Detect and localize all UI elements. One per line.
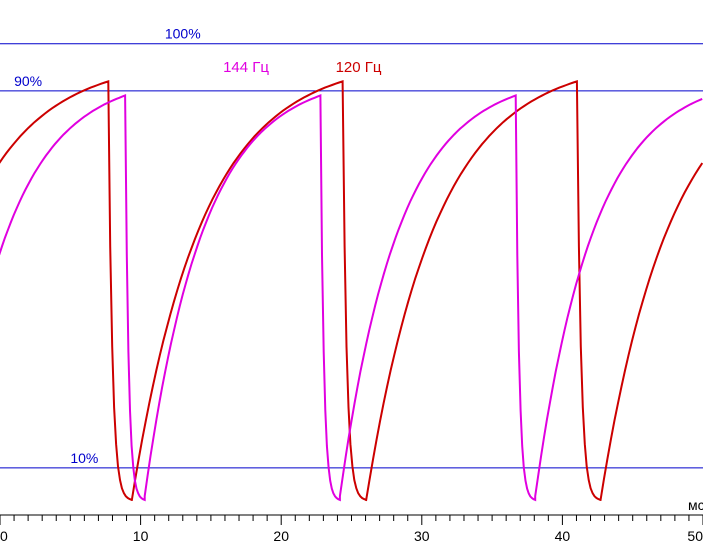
reference-line-label: 10% bbox=[70, 450, 98, 466]
series-label: 120 Гц bbox=[336, 59, 382, 76]
x-axis-unit-label: мс bbox=[688, 497, 703, 513]
series-label: 144 Гц bbox=[223, 59, 269, 76]
x-tick-label: 30 bbox=[414, 528, 430, 544]
response-time-chart: 100% 90% 10% 120 Гц 144 Гц 0 10 20 30 40 50 мс bbox=[0, 0, 703, 550]
reference-line-label: 100% bbox=[165, 26, 201, 42]
x-tick-label: 20 bbox=[273, 528, 289, 544]
x-tick-label: 50 bbox=[687, 528, 703, 544]
x-tick-label: 40 bbox=[555, 528, 571, 544]
x-tick-label: 10 bbox=[133, 528, 149, 544]
x-tick-label: 0 bbox=[0, 528, 8, 544]
reference-line-label: 90% bbox=[14, 73, 42, 89]
